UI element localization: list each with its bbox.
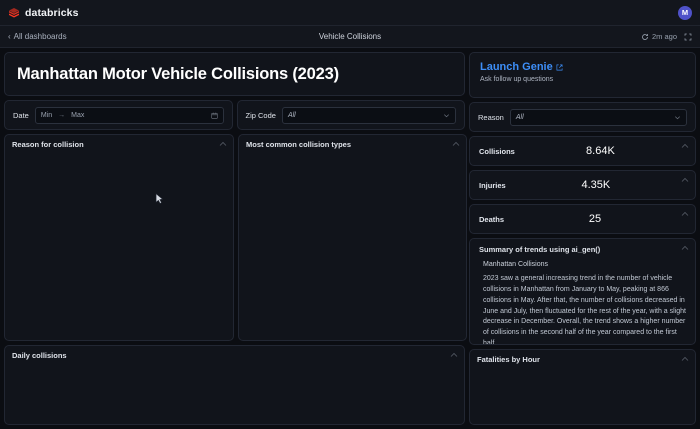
- kpi-deaths-value: 25: [588, 213, 602, 225]
- filter-row: Date Min → Max Zip Code All: [4, 100, 465, 130]
- kpi-injuries: Injuries 4.35K: [469, 170, 696, 200]
- breadcrumb-title: Vehicle Collisions: [318, 32, 382, 41]
- kpi-injuries-label: Injuries: [479, 180, 506, 190]
- genie-panel[interactable]: Launch Genie Ask follow up questions: [469, 52, 696, 98]
- kpi-deaths-label: Deaths: [479, 214, 505, 224]
- right-column: Launch Genie Ask follow up questions Rea…: [469, 52, 696, 425]
- chart-row: Reason for collision: [4, 134, 467, 341]
- date-filter[interactable]: Date Min → Max: [4, 100, 233, 130]
- mouse-cursor-icon: [155, 193, 164, 204]
- genie-title[interactable]: Launch Genie: [480, 61, 685, 73]
- refresh-label: 2m ago: [651, 32, 677, 41]
- genie-title-label: Launch Genie: [480, 61, 553, 73]
- kpi-collisions-value: 8.64K: [586, 145, 615, 157]
- expand-icon[interactable]: [452, 140, 460, 148]
- reason-for-collision-panel: Reason for collision: [4, 134, 234, 341]
- zipcode-filter[interactable]: Zip Code All: [236, 100, 465, 130]
- expand-icon[interactable]: [681, 142, 689, 150]
- donut-chart[interactable]: [5, 151, 233, 303]
- external-link-icon: [556, 64, 563, 70]
- daily-panel-title: Daily collisions: [12, 351, 67, 360]
- summary-title: Summary of trends using ai_gen(): [479, 245, 601, 254]
- donut-legend: [5, 303, 233, 305]
- dashboard-body: Manhattan Motor Vehicle Collisions (2023…: [0, 48, 700, 429]
- collision-types-panel: Most common collision types: [238, 134, 467, 341]
- breadcrumb-actions: 2m ago: [641, 32, 692, 41]
- date-max-value: Max: [71, 111, 85, 119]
- databricks-logo-icon: [9, 7, 19, 17]
- donut-svg: [5, 151, 235, 303]
- page-title: Manhattan Motor Vehicle Collisions (2023…: [17, 64, 339, 83]
- summary-panel: Summary of trends using ai_gen() Manhatt…: [469, 238, 696, 345]
- fatalities-chart[interactable]: [470, 366, 696, 425]
- zipcode-value: All: [287, 111, 296, 119]
- breadcrumb-bar: ‹ All dashboards Vehicle Collisions 2m a…: [0, 26, 700, 48]
- kpi-collisions: Collisions 8.64K: [469, 136, 696, 166]
- date-min-value: Min: [40, 111, 53, 119]
- chevron-down-icon: [444, 113, 449, 117]
- calendar-icon: [210, 112, 218, 119]
- heatmap-chart[interactable]: [239, 151, 466, 341]
- dashboard-title-card: Manhattan Motor Vehicle Collisions (2023…: [4, 52, 465, 96]
- heatmap-panel-title: Most common collision types: [246, 140, 352, 149]
- expand-icon[interactable]: [219, 140, 227, 148]
- kpi-injuries-value: 4.35K: [581, 179, 611, 191]
- reason-select[interactable]: All: [509, 108, 687, 126]
- daily-collisions-panel: Daily collisions: [4, 345, 465, 425]
- avatar[interactable]: M: [678, 5, 692, 20]
- chevron-down-icon: [675, 115, 680, 119]
- range-arrow-icon: →: [58, 111, 66, 119]
- date-filter-label: Date: [13, 110, 29, 120]
- refresh-status[interactable]: 2m ago: [641, 32, 677, 41]
- reason-filter-label: Reason: [478, 112, 504, 122]
- donut-panel-title: Reason for collision: [12, 140, 84, 149]
- kpi-collisions-label: Collisions: [479, 146, 515, 156]
- zipcode-select[interactable]: All: [281, 106, 456, 124]
- brand-bar: databricks M: [0, 0, 700, 26]
- reason-value: All: [515, 113, 524, 121]
- summary-heading: Manhattan Collisions: [483, 261, 548, 268]
- expand-icon[interactable]: [450, 351, 458, 359]
- genie-subtitle: Ask follow up questions: [480, 76, 554, 83]
- fullscreen-icon[interactable]: [684, 33, 692, 41]
- breadcrumb-back-label: All dashboards: [13, 32, 67, 41]
- breadcrumb-back-link[interactable]: ‹ All dashboards: [8, 32, 67, 41]
- fatalities-panel-title: Fatalities by Hour: [477, 355, 540, 364]
- brand-name: databricks: [25, 6, 79, 19]
- fatalities-by-hour-panel: Fatalities by Hour: [469, 349, 696, 425]
- left-column: Manhattan Motor Vehicle Collisions (2023…: [4, 52, 467, 425]
- expand-icon[interactable]: [681, 210, 689, 218]
- expand-icon[interactable]: [681, 355, 689, 363]
- expand-icon[interactable]: [681, 244, 689, 252]
- daily-collisions-chart[interactable]: [5, 362, 464, 422]
- summary-body: 2023 saw a general increasing trend in t…: [483, 275, 686, 345]
- reason-filter[interactable]: Reason All: [469, 102, 696, 132]
- refresh-icon: [642, 33, 648, 40]
- date-range-input[interactable]: Min → Max: [34, 106, 224, 124]
- chevron-left-icon: ‹: [8, 31, 11, 41]
- kpi-deaths: Deaths 25: [469, 204, 696, 234]
- expand-icon[interactable]: [681, 176, 689, 184]
- zipcode-filter-label: Zip Code: [245, 110, 276, 120]
